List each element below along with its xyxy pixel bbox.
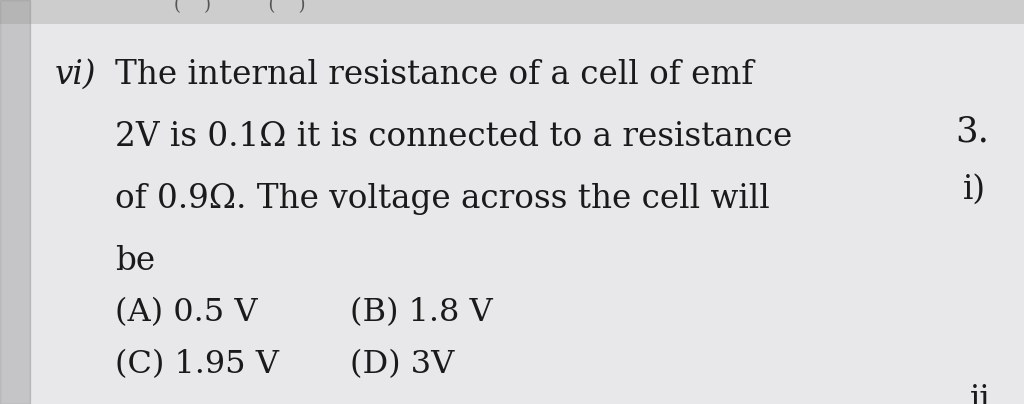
Text: (    )          (    ): ( ) ( ): [174, 0, 306, 14]
Bar: [0, 0, 30, 404]
Text: The internal resistance of a cell of emf: The internal resistance of a cell of emf: [115, 59, 754, 91]
Text: (C) 1.95 V: (C) 1.95 V: [115, 349, 279, 380]
Text: vi): vi): [55, 59, 96, 91]
Text: of 0.9Ω. The voltage across the cell will: of 0.9Ω. The voltage across the cell wil…: [115, 183, 770, 215]
Text: 2V is 0.1Ω it is connected to a resistance: 2V is 0.1Ω it is connected to a resistan…: [115, 121, 793, 153]
Text: be: be: [115, 245, 155, 277]
Text: (B) 1.8 V: (B) 1.8 V: [350, 297, 493, 328]
Text: (D) 3V: (D) 3V: [350, 349, 455, 380]
Text: ii: ii: [970, 384, 991, 404]
Text: (A) 0.5 V: (A) 0.5 V: [115, 297, 257, 328]
Text: 3.: 3.: [955, 114, 989, 148]
Bar: [0, 0, 1024, 24]
Text: i): i): [963, 174, 986, 206]
